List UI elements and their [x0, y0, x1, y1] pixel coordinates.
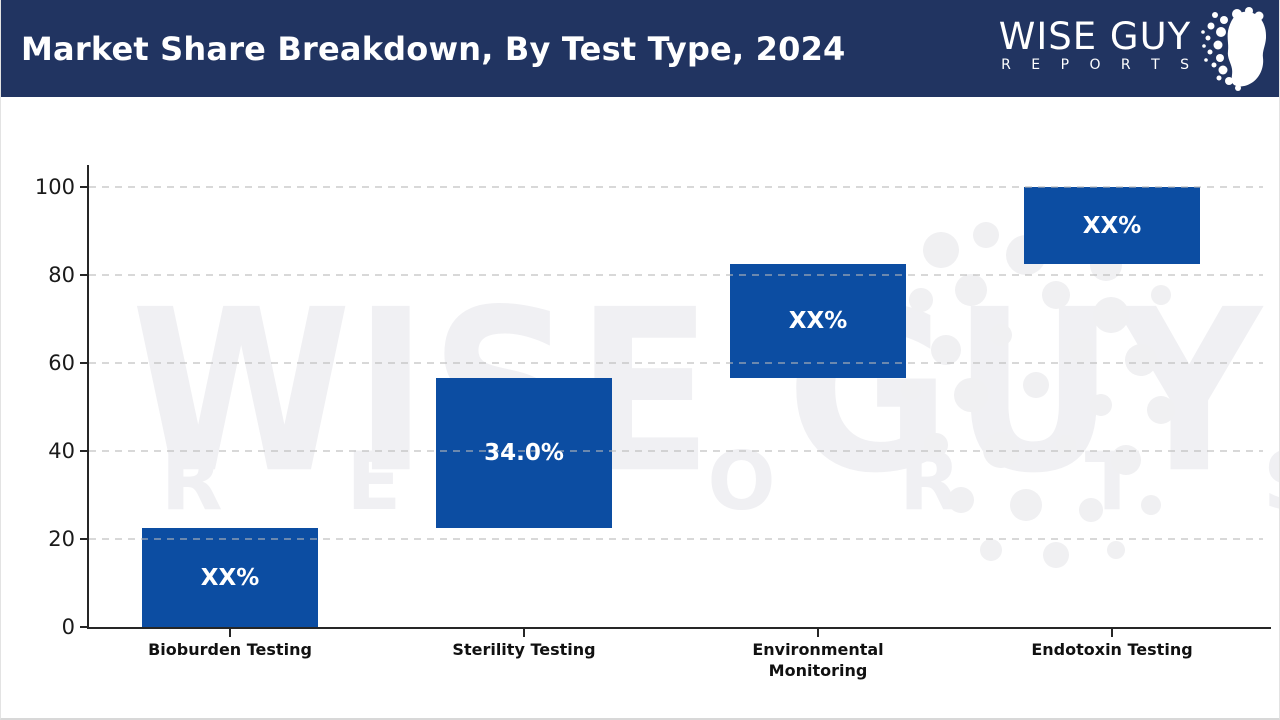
- bar-value-label-environmental-monitoring: XX%: [788, 308, 848, 335]
- logo-wordmark-line2: R E P O R T S: [1001, 56, 1197, 73]
- x-axis-tick: [1111, 629, 1113, 637]
- y-axis-tick-label: 80: [48, 263, 75, 287]
- bar-value-label-sterility-testing: 34.0%: [484, 440, 564, 467]
- gridline-y60: [89, 362, 1263, 364]
- y-axis-tick: [80, 274, 88, 276]
- gridline-y20: [89, 538, 1263, 540]
- bar-bioburden-testing: [142, 528, 318, 627]
- x-axis-category-label: Endotoxin Testing: [1031, 640, 1193, 659]
- x-axis-tick: [229, 629, 231, 637]
- x-axis-category-label: Bioburden Testing: [148, 640, 312, 659]
- gridline-y80: [89, 274, 1263, 276]
- logo-wordmark: WISE GUY R E P O R T S: [993, 15, 1197, 73]
- wise-guy-reports-logo: WISE GUY R E P O R T S: [999, 6, 1269, 92]
- y-axis-tick-label: 40: [48, 439, 75, 463]
- x-axis-category-label: Sterility Testing: [452, 640, 596, 659]
- x-axis-tick: [817, 629, 819, 637]
- bar-value-label-endotoxin-testing: XX%: [1082, 212, 1142, 239]
- y-axis-tick-label: 100: [34, 175, 75, 199]
- y-axis-tick: [80, 450, 88, 452]
- x-axis-tick: [523, 629, 525, 637]
- y-axis-tick-label: 0: [61, 615, 75, 639]
- y-axis-tick: [80, 538, 88, 540]
- y-axis-tick: [80, 362, 88, 364]
- y-axis-tick: [80, 626, 88, 628]
- chart-title: Market Share Breakdown, By Test Type, 20…: [21, 29, 846, 68]
- y-axis-tick: [80, 186, 88, 188]
- x-axis-category-label: Environmental Monitoring: [752, 640, 884, 680]
- y-axis-tick-label: 20: [48, 527, 75, 551]
- bar-environmental-monitoring: [730, 264, 906, 379]
- y-axis-tick-label: 60: [48, 351, 75, 375]
- logo-face-icon: [1201, 7, 1267, 91]
- bar-sterility-testing: [436, 378, 612, 528]
- gridline-y100: [89, 186, 1263, 188]
- bar-value-label-bioburden-testing: XX%: [200, 564, 260, 591]
- logo-wordmark-line1: WISE GUY: [998, 15, 1192, 58]
- gridline-y40: [89, 450, 1263, 452]
- spine-left: [87, 165, 89, 629]
- spine-bottom: [87, 627, 1271, 629]
- header-band: Market Share Breakdown, By Test Type, 20…: [1, 0, 1279, 97]
